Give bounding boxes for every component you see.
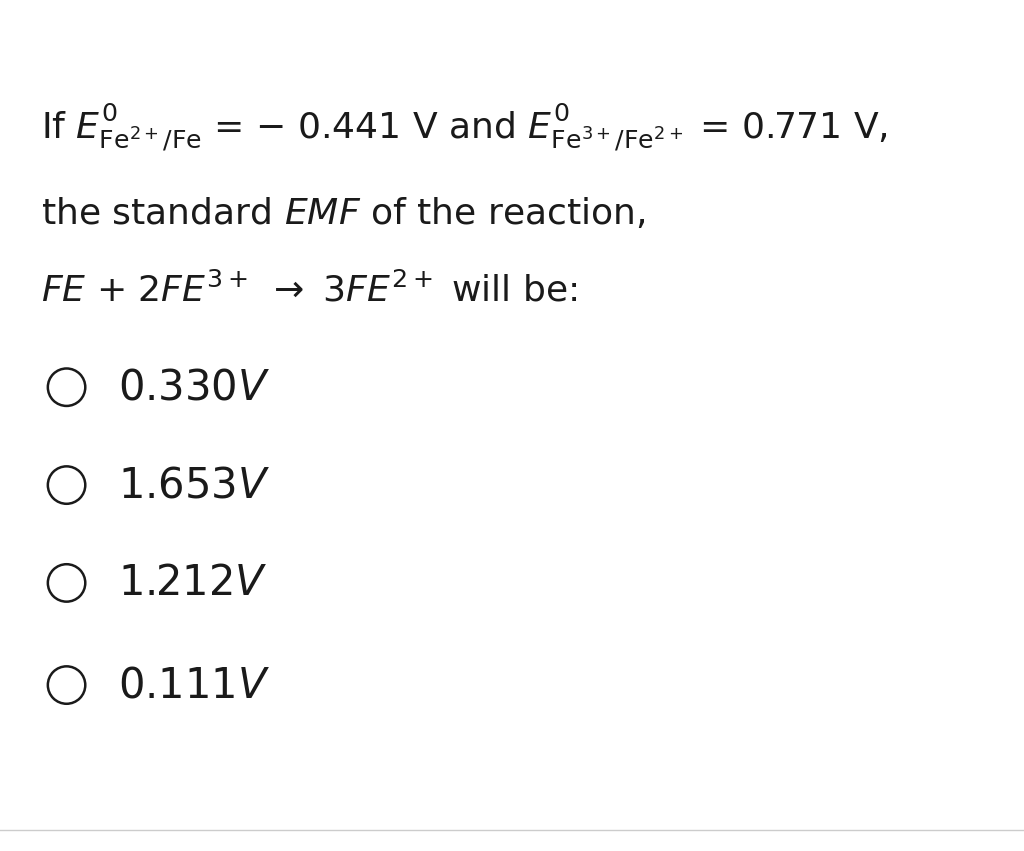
Text: $\mathit{FE}$ + 2$\mathit{FE}^{\mathregular{3+}}$ $\rightarrow$ 3$\mathit{FE}^{\: $\mathit{FE}$ + 2$\mathit{FE}^{\mathregu… <box>41 272 578 309</box>
Text: If $\mathit{E}^{\mathregular{0}}_{\mathregular{Fe^{2+}/Fe}}$ = $-$ 0.441 V and $: If $\mathit{E}^{\mathregular{0}}_{\mathr… <box>41 102 888 154</box>
Text: 0.111$\mathit{V}$: 0.111$\mathit{V}$ <box>118 664 269 706</box>
Text: the standard $\mathbf{\mathit{EMF}}$ of the reaction,: the standard $\mathbf{\mathit{EMF}}$ of … <box>41 196 646 231</box>
Text: 1.212$\mathit{V}$: 1.212$\mathit{V}$ <box>118 562 267 604</box>
Text: 1.653$\mathit{V}$: 1.653$\mathit{V}$ <box>118 464 269 506</box>
Text: 0.330$\mathit{V}$: 0.330$\mathit{V}$ <box>118 366 269 408</box>
